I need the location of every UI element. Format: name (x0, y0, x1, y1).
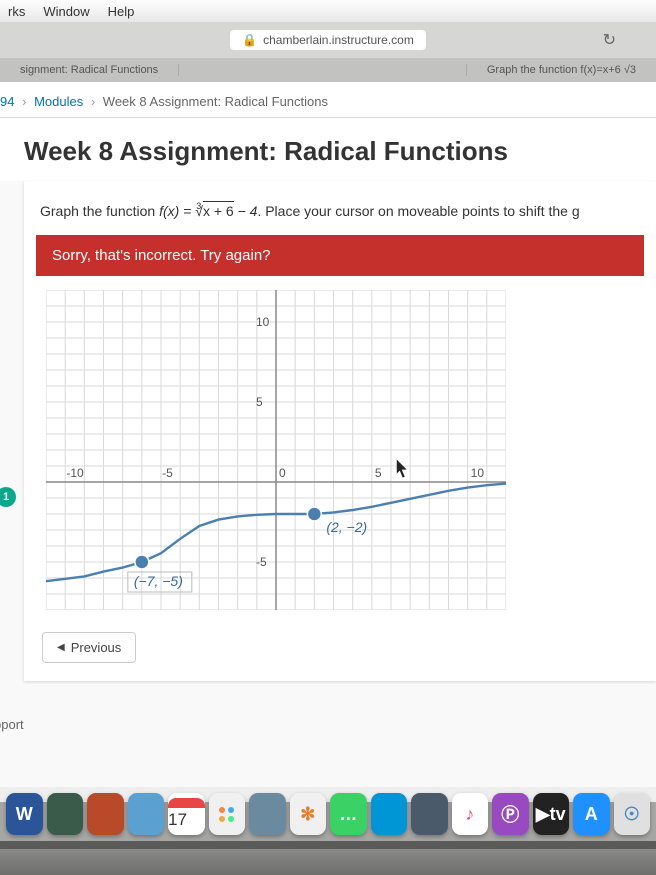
svg-text:5: 5 (256, 395, 263, 409)
svg-text:0: 0 (279, 466, 286, 480)
menu-item[interactable]: Help (108, 4, 135, 19)
photos-icon[interactable]: ✻ (290, 793, 327, 835)
tab-assignment[interactable]: signment: Radical Functions (0, 64, 179, 76)
wallpaper-icon[interactable] (47, 793, 84, 835)
quicktime-icon[interactable] (411, 793, 448, 835)
crumb-course[interactable]: 94 (0, 94, 14, 109)
appletv-icon[interactable]: ▶tv (533, 793, 570, 835)
chevron-icon: › (91, 94, 95, 109)
page-content: 94 › Modules › Week 8 Assignment: Radica… (0, 82, 656, 802)
movable-point[interactable] (307, 507, 321, 521)
assignment-card: Graph the function f(x) = 3√x + 6 − 4. P… (24, 181, 656, 681)
svg-text:-10: -10 (66, 466, 84, 480)
graph-area[interactable]: -10 -5 0 5 10 -5 5 10 (−7, −5) (2, −2) (36, 276, 644, 616)
svg-text:10: 10 (471, 466, 485, 480)
previous-button[interactable]: ◀ Previous (42, 632, 136, 663)
url-text: chamberlain.instructure.com (263, 33, 414, 47)
svg-text:10: 10 (256, 315, 270, 329)
menu-item[interactable]: rks (8, 4, 25, 19)
graph-canvas[interactable]: -10 -5 0 5 10 -5 5 10 (−7, −5) (2, −2) (46, 290, 506, 610)
chevron-icon: › (22, 94, 26, 109)
files-icon[interactable] (128, 793, 165, 835)
laptop-base (0, 849, 656, 875)
calendar-icon[interactable]: 17 (168, 793, 205, 835)
reminders-icon[interactable] (209, 793, 246, 835)
browser-tab-bar: signment: Radical Functions Graph the fu… (0, 58, 656, 82)
appstore-icon[interactable]: A (573, 793, 610, 835)
messages-icon[interactable]: … (330, 793, 367, 835)
url-bar[interactable]: 🔒 chamberlain.instructure.com (230, 30, 426, 50)
preview-icon[interactable] (249, 793, 286, 835)
crumb-modules[interactable]: Modules (34, 94, 83, 109)
safari-icon[interactable]: ☉ (614, 793, 651, 835)
svg-text:(2, −2): (2, −2) (326, 519, 367, 535)
svg-text:-5: -5 (162, 466, 173, 480)
itunes-icon[interactable]: ♪ (452, 793, 489, 835)
reload-icon[interactable]: ↻ (603, 30, 616, 50)
svg-text:-5: -5 (256, 555, 267, 569)
question-prompt: Graph the function f(x) = 3√x + 6 − 4. P… (36, 199, 644, 235)
page-title: Week 8 Assignment: Radical Functions (0, 118, 656, 181)
error-banner: Sorry, that's incorrect. Try again? (36, 235, 644, 276)
svg-text:5: 5 (375, 466, 382, 480)
hp-icon[interactable] (371, 793, 408, 835)
browser-toolbar: 🔒 chamberlain.instructure.com ↻ (0, 22, 656, 58)
mac-dock: W 17 ✻… ♪Ⓟ▶tvA☉ (0, 787, 656, 841)
tab-graph[interactable]: Graph the function f(x)=x+6 √3 (466, 64, 656, 76)
triangle-left-icon: ◀ (57, 642, 65, 653)
movable-point[interactable] (135, 555, 149, 569)
cursor-icon (397, 460, 407, 478)
menu-item[interactable]: Window (43, 4, 89, 19)
word-icon[interactable]: W (6, 793, 43, 835)
svg-text:(−7, −5): (−7, −5) (134, 573, 183, 589)
podcasts-icon[interactable]: Ⓟ (492, 793, 529, 835)
media-icon[interactable] (87, 793, 124, 835)
support-label[interactable]: pport (0, 717, 24, 732)
crumb-current: Week 8 Assignment: Radical Functions (103, 94, 328, 109)
notification-badge[interactable]: 1 (0, 487, 16, 507)
breadcrumb: 94 › Modules › Week 8 Assignment: Radica… (0, 82, 656, 118)
mac-menubar: rks Window Help (0, 0, 656, 22)
lock-icon: 🔒 (242, 33, 257, 47)
